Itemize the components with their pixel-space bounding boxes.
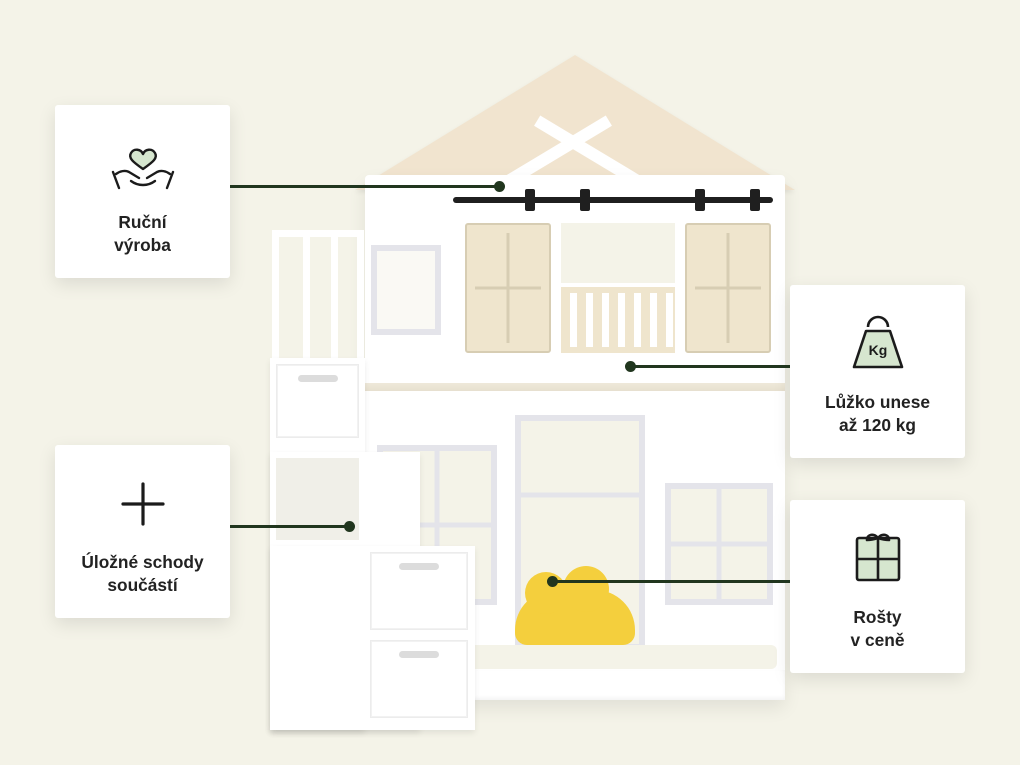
lower-window-right	[665, 483, 773, 605]
plus-icon	[108, 469, 178, 539]
feature-label: Ruční výroba	[67, 211, 218, 258]
rail-bracket	[580, 189, 590, 211]
feature-label: Úložné schody součástí	[67, 551, 218, 598]
upper-opening	[561, 223, 675, 283]
feature-card-slats-included: Rošty v ceně	[790, 500, 965, 673]
stair-drawer	[370, 552, 468, 630]
roof	[355, 55, 795, 190]
hands-heart-icon	[108, 129, 178, 199]
kettlebell-kg-icon: Kg	[843, 309, 913, 379]
rail-bracket	[750, 189, 760, 211]
storage-stairs	[270, 230, 475, 730]
rail-bracket	[525, 189, 535, 211]
connector-line	[552, 580, 790, 583]
svg-text:Kg: Kg	[868, 342, 887, 358]
feature-card-handmade: Ruční výroba	[55, 105, 230, 278]
gift-box-icon	[843, 524, 913, 594]
barn-shutter-left	[465, 223, 551, 353]
connector-line	[230, 185, 500, 188]
feature-label: Rošty v ceně	[802, 606, 953, 653]
feature-label: Lůžko unese až 120 kg	[802, 391, 953, 438]
feature-card-storage-stairs: Úložné schody součástí	[55, 445, 230, 618]
connector-line	[230, 525, 350, 528]
barn-shutter-right	[685, 223, 771, 353]
stair-drawer	[276, 364, 359, 438]
connector-line	[630, 365, 790, 368]
rail-bracket	[695, 189, 705, 211]
barn-door-rail	[453, 197, 773, 203]
cloud-pillow	[515, 590, 635, 645]
feature-card-load-capacity: Kg Lůžko unese až 120 kg	[790, 285, 965, 458]
stair-guard-rail	[272, 230, 364, 360]
product-illustration	[270, 55, 790, 705]
stair-drawer	[370, 640, 468, 718]
balcony-fence	[561, 287, 675, 353]
